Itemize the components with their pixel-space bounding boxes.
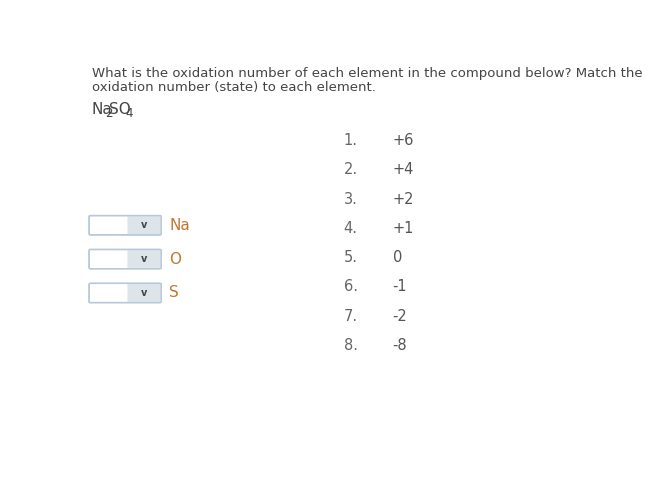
Text: v: v xyxy=(141,254,147,264)
FancyBboxPatch shape xyxy=(89,216,161,235)
Text: O: O xyxy=(170,251,182,267)
Text: Na: Na xyxy=(170,217,190,233)
Text: v: v xyxy=(141,220,147,230)
Text: 8.: 8. xyxy=(344,338,358,353)
Text: 2: 2 xyxy=(106,108,113,120)
Text: 2.: 2. xyxy=(343,162,358,177)
Text: 4: 4 xyxy=(125,108,133,120)
FancyBboxPatch shape xyxy=(127,283,161,303)
Text: +4: +4 xyxy=(393,162,414,177)
Text: 6.: 6. xyxy=(344,279,358,294)
Text: +1: +1 xyxy=(393,221,414,236)
FancyBboxPatch shape xyxy=(127,250,161,269)
FancyBboxPatch shape xyxy=(89,283,161,303)
Text: 7.: 7. xyxy=(343,309,358,324)
Text: SO: SO xyxy=(110,102,131,117)
Text: What is the oxidation number of each element in the compound below? Match the: What is the oxidation number of each ele… xyxy=(92,67,642,80)
Text: Na: Na xyxy=(92,102,113,117)
Text: S: S xyxy=(170,285,179,301)
Text: 0: 0 xyxy=(393,250,402,265)
Text: oxidation number (state) to each element.: oxidation number (state) to each element… xyxy=(92,81,376,94)
FancyBboxPatch shape xyxy=(127,216,161,235)
Text: +2: +2 xyxy=(393,192,414,206)
Text: -2: -2 xyxy=(393,309,407,324)
FancyBboxPatch shape xyxy=(89,250,161,269)
Text: +6: +6 xyxy=(393,133,414,148)
Text: 5.: 5. xyxy=(344,250,358,265)
Text: 3.: 3. xyxy=(344,192,358,206)
Text: 4.: 4. xyxy=(344,221,358,236)
Text: v: v xyxy=(141,288,147,298)
Text: -8: -8 xyxy=(393,338,407,353)
Text: 1.: 1. xyxy=(344,133,358,148)
Text: -1: -1 xyxy=(393,279,407,294)
